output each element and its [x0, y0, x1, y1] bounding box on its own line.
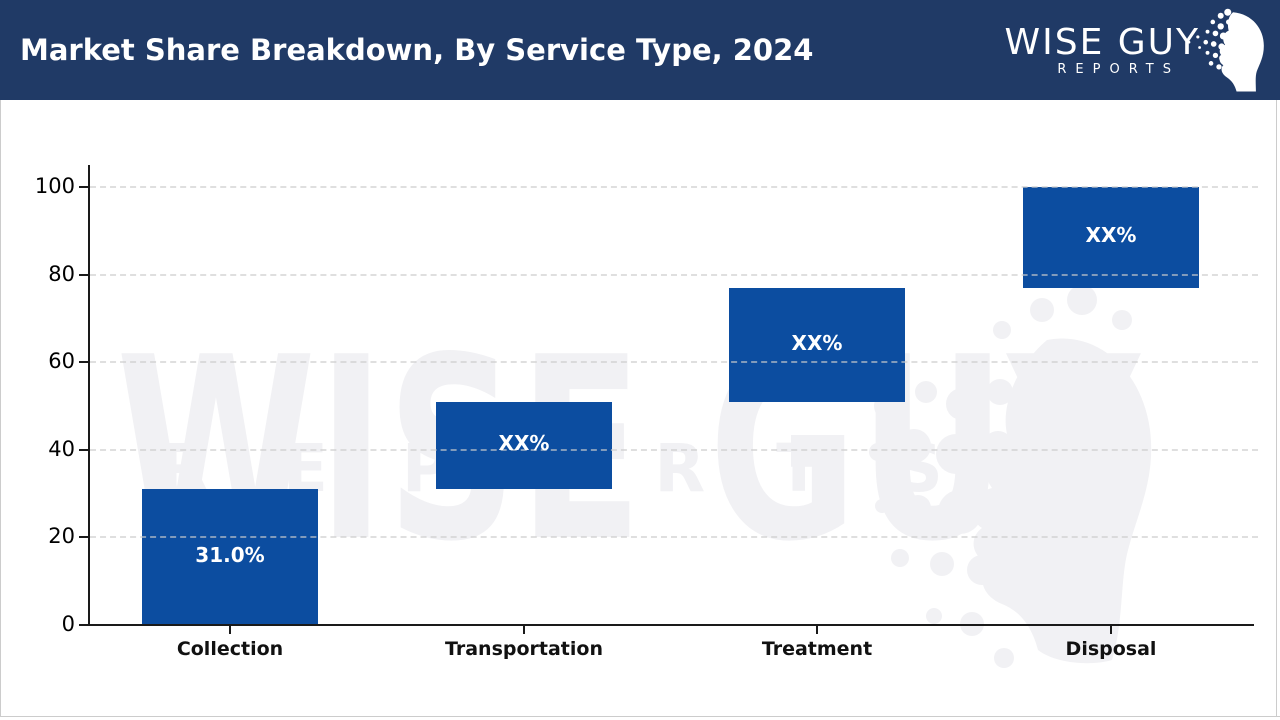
x-axis-category-label: Disposal: [1065, 638, 1157, 660]
y-gridline: [90, 186, 1258, 188]
x-axis-tick: [816, 626, 818, 634]
y-gridline: [90, 273, 1258, 276]
x-axis-spine: [88, 624, 1254, 626]
x-axis-tick: [229, 626, 231, 634]
wise-guy-reports-logo: WISE GUY REPORTS: [1005, 0, 1272, 100]
x-axis-tick: [1110, 626, 1112, 634]
y-axis-tick-label: 80: [48, 261, 75, 286]
y-axis-tick-label: 0: [61, 612, 75, 636]
y-axis-spine: [88, 165, 90, 626]
bar-treatment[interactable]: [729, 287, 905, 402]
y-axis-tick: [79, 186, 88, 188]
y-axis-tick-label: 20: [48, 524, 75, 549]
bar-value-label: XX%: [791, 330, 843, 355]
logo-head-icon: [1187, 8, 1264, 92]
logo-reports-text: REPORTS: [1057, 62, 1180, 77]
y-gridline: [90, 536, 1258, 539]
frame-left-line: [0, 100, 1, 716]
header-bar: Market Share Breakdown, By Service Type,…: [0, 0, 1280, 100]
y-axis-tick: [79, 273, 88, 276]
frame-bottom-line: [0, 716, 1280, 717]
page-title: Market Share Breakdown, By Service Type,…: [20, 33, 814, 67]
x-axis-category-label: Collection: [176, 638, 284, 660]
x-axis-category-label: Treatment: [761, 638, 873, 660]
y-axis-tick-label: 100: [34, 174, 75, 198]
y-axis-tick: [79, 361, 88, 364]
y-axis-tick: [79, 536, 88, 539]
bar-collection[interactable]: [142, 489, 318, 625]
y-axis-tick: [79, 448, 88, 451]
y-axis-tick-label: 40: [48, 436, 75, 461]
y-gridline: [90, 448, 1258, 451]
y-axis-tick: [79, 624, 88, 626]
y-axis-tick-label: 60: [48, 349, 75, 374]
logo-wordmark: WISE GUY: [1004, 22, 1200, 63]
bar-value-label: XX%: [1085, 223, 1137, 248]
frame-right-line: [1276, 100, 1277, 716]
y-gridline: [90, 361, 1258, 364]
bar-transportation[interactable]: [436, 401, 612, 490]
bar-disposal[interactable]: [1023, 187, 1199, 288]
x-axis-category-label: Transportation: [444, 638, 603, 660]
bar-value-label: XX%: [498, 431, 550, 456]
x-axis-tick: [523, 626, 525, 634]
bar-value-label: 31.0%: [195, 543, 265, 568]
